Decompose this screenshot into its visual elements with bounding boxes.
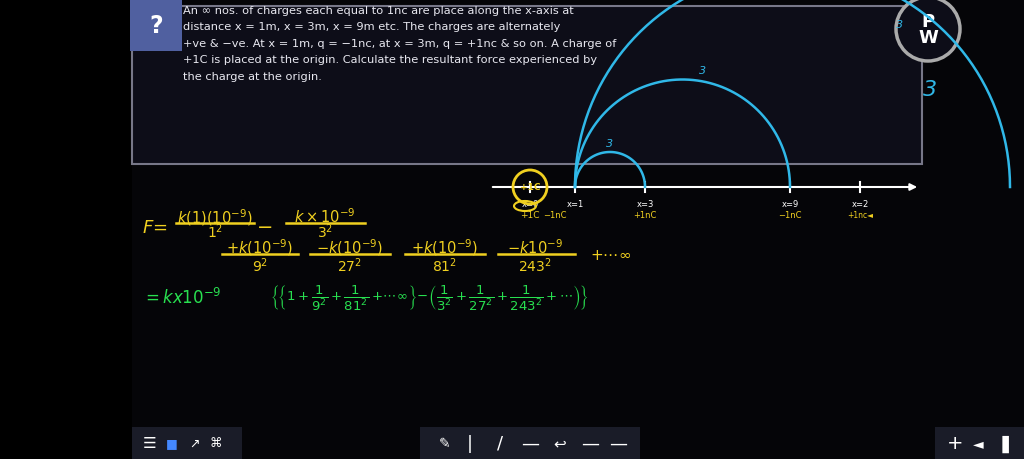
Text: |: |: [467, 434, 473, 452]
Text: ☰: ☰: [143, 436, 157, 451]
Text: the charge at the origin.: the charge at the origin.: [183, 72, 322, 82]
Text: $+k(10^{-9})$: $+k(10^{-9})$: [412, 237, 478, 258]
Text: —: —: [581, 434, 599, 452]
Text: +ve & −ve. At x = 1m, q = −1nc, at x = 3m, q = +1nc & so on. A charge of: +ve & −ve. At x = 1m, q = −1nc, at x = 3…: [183, 39, 616, 49]
Text: +1C: +1C: [520, 211, 540, 219]
Text: 3: 3: [606, 139, 613, 149]
Text: ▐: ▐: [995, 434, 1009, 452]
Text: ↩: ↩: [554, 436, 566, 451]
Text: $\it{F}$=: $\it{F}$=: [142, 218, 168, 236]
FancyBboxPatch shape: [935, 427, 1024, 459]
Text: ⌘: ⌘: [210, 437, 222, 449]
Text: ↗: ↗: [188, 437, 200, 449]
Text: 3: 3: [923, 80, 937, 100]
Text: $-$: $-$: [256, 215, 272, 234]
Text: +1nC: +1nC: [633, 211, 656, 219]
Text: −1nC: −1nC: [778, 211, 802, 219]
Text: ◄: ◄: [973, 436, 983, 450]
Text: ■: ■: [166, 437, 178, 449]
Text: An ∞ nos. of charges each equal to 1nc are place along the x-axis at: An ∞ nos. of charges each equal to 1nc a…: [183, 6, 573, 16]
Text: x=9: x=9: [781, 200, 799, 208]
Text: /: /: [497, 434, 503, 452]
Text: +1C is placed at the origin. Calculate the resultant force experienced by: +1C is placed at the origin. Calculate t…: [183, 55, 597, 65]
Text: x=0: x=0: [521, 200, 539, 208]
Text: 3: 3: [699, 67, 707, 76]
FancyBboxPatch shape: [132, 427, 242, 459]
Text: +1C: +1C: [520, 183, 541, 192]
Text: —: —: [521, 434, 539, 452]
FancyBboxPatch shape: [130, 0, 182, 52]
Text: $+k(10^{-9})$: $+k(10^{-9})$: [226, 237, 294, 258]
Text: $1^2$: $1^2$: [207, 222, 223, 241]
Text: $3^2$: $3^2$: [316, 222, 333, 241]
Text: ✎: ✎: [439, 436, 451, 450]
FancyBboxPatch shape: [959, 0, 1024, 427]
Text: P: P: [922, 13, 935, 31]
Text: distance x = 1m, x = 3m, x = 9m etc. The charges are alternately: distance x = 1m, x = 3m, x = 9m etc. The…: [183, 22, 560, 32]
FancyBboxPatch shape: [420, 427, 640, 459]
Text: W: W: [919, 29, 938, 47]
Text: $=kx10^{-9}$: $=kx10^{-9}$: [142, 287, 221, 308]
Circle shape: [896, 0, 959, 62]
Text: x=2: x=2: [851, 200, 868, 208]
Text: 3: 3: [896, 20, 903, 30]
Text: ?: ?: [150, 14, 163, 38]
Text: —: —: [609, 434, 627, 452]
Text: $9^2$: $9^2$: [252, 256, 268, 274]
Text: $81^2$: $81^2$: [432, 256, 458, 274]
Text: $\left\{\!\left\{1+\dfrac{1}{9^2}+\dfrac{1}{81^2}+\!\cdots\infty\right\}\!-\!\le: $\left\{\!\left\{1+\dfrac{1}{9^2}+\dfrac…: [270, 283, 589, 312]
Text: +: +: [947, 434, 964, 453]
Text: +1nc◄: +1nc◄: [847, 211, 873, 219]
FancyBboxPatch shape: [132, 7, 922, 165]
Text: $-k(10^{-9})$: $-k(10^{-9})$: [316, 237, 384, 258]
FancyBboxPatch shape: [0, 0, 132, 459]
Text: x=3: x=3: [636, 200, 653, 208]
Text: $k(1)(10^{-9})$: $k(1)(10^{-9})$: [177, 207, 253, 228]
Text: −1nC: −1nC: [544, 211, 566, 219]
Text: $+\cdots\infty$: $+\cdots\infty$: [590, 248, 631, 263]
Text: x=1: x=1: [566, 200, 584, 208]
Text: $k\times10^{-9}$: $k\times10^{-9}$: [294, 207, 355, 226]
Text: $27^2$: $27^2$: [338, 256, 362, 274]
Text: $243^2$: $243^2$: [518, 256, 552, 274]
Text: $-k10^{-9}$: $-k10^{-9}$: [507, 238, 563, 257]
